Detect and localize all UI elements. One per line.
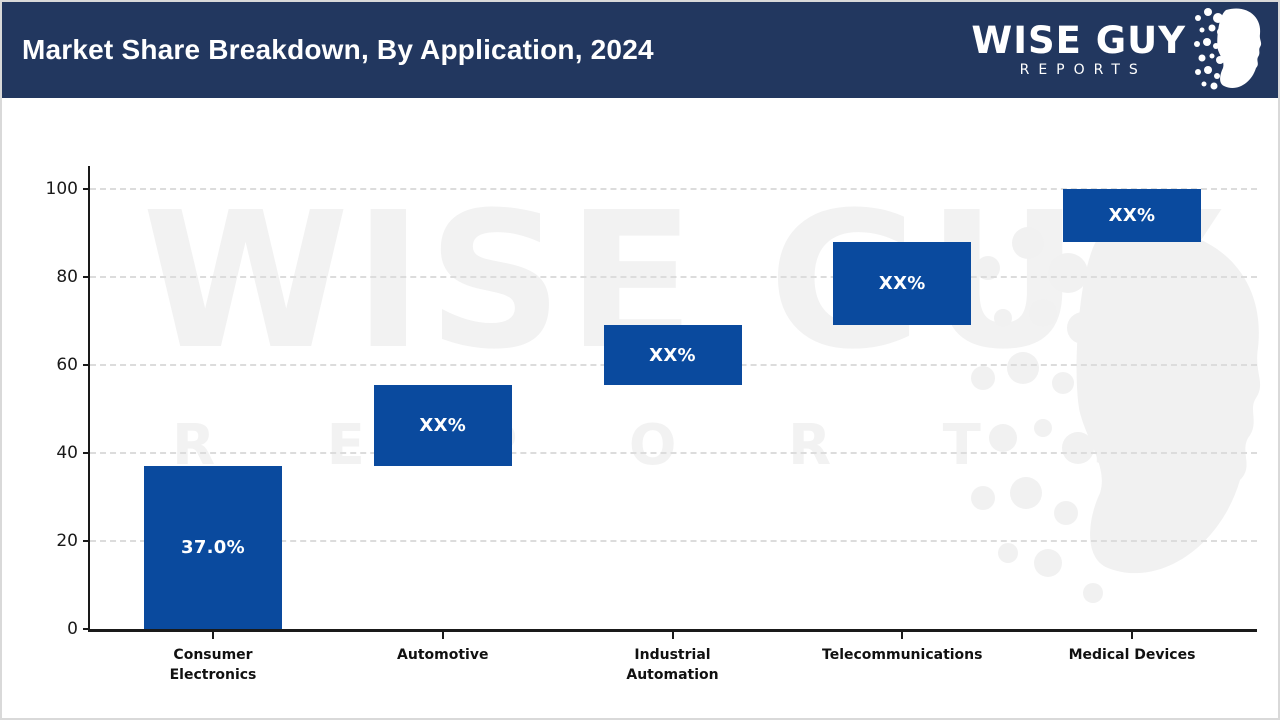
bar-value-label: 37.0% xyxy=(181,537,245,559)
bar-medical-devices: XX% xyxy=(1063,189,1201,242)
y-tick xyxy=(83,276,90,278)
y-tick-label: 100 xyxy=(45,179,78,199)
x-category-label: Telecommunications xyxy=(822,647,983,663)
gridline xyxy=(90,540,1257,542)
gridline xyxy=(90,276,1257,278)
bar-value-label: XX% xyxy=(878,273,926,295)
x-tick xyxy=(1131,632,1133,639)
brand-subname: REPORTS xyxy=(1019,62,1147,78)
bar-automotive: XX% xyxy=(373,384,512,467)
y-tick-label: 80 xyxy=(56,267,78,287)
y-tick-label: 60 xyxy=(56,355,78,375)
x-category-label: Medical Devices xyxy=(1068,647,1196,663)
y-tick xyxy=(83,628,90,630)
brand-name: WISE GUY xyxy=(971,19,1186,62)
chart-area: WISE GUY R E P O R T S 0 20 40 60 80 100 37.0% xyxy=(2,98,1278,718)
x-category-label: Industrial Automation xyxy=(626,647,719,684)
brand-face-icon xyxy=(1190,4,1268,96)
bar-consumer-electronics: 37.0% xyxy=(144,466,282,629)
gridline xyxy=(90,188,1257,190)
y-tick xyxy=(83,540,90,542)
x-tick xyxy=(671,632,674,639)
brand-logo-text: WISE GUY REPORTS xyxy=(971,22,1186,78)
bar-value-label: XX% xyxy=(419,414,467,436)
header-banner: Market Share Breakdown, By Application, … xyxy=(2,2,1278,98)
x-axis xyxy=(88,629,1257,632)
x-category-label: Automotive xyxy=(397,647,489,663)
x-tick xyxy=(901,632,904,639)
bar-industrial-automation: XX% xyxy=(603,325,742,385)
y-tick xyxy=(83,188,90,190)
bar-value-label: XX% xyxy=(649,344,696,366)
watermark-face-icon xyxy=(948,198,1278,622)
y-tick-label: 20 xyxy=(56,531,78,551)
chart-title: Market Share Breakdown, By Application, … xyxy=(22,34,654,65)
x-category-label: Consumer Electronics xyxy=(169,647,257,684)
y-tick-label: 40 xyxy=(56,443,78,463)
gridline xyxy=(90,452,1257,454)
bar-telecommunications: XX% xyxy=(833,241,972,326)
bar-value-label: XX% xyxy=(1108,204,1156,226)
watermark-subtext: R E P O R T S xyxy=(172,413,1179,478)
brand-logo: WISE GUY REPORTS xyxy=(971,4,1278,96)
y-axis xyxy=(88,166,90,631)
y-tick xyxy=(83,364,90,366)
x-tick xyxy=(441,632,444,639)
y-tick-label: 0 xyxy=(67,619,78,639)
x-tick xyxy=(212,632,214,639)
y-tick xyxy=(83,452,90,454)
